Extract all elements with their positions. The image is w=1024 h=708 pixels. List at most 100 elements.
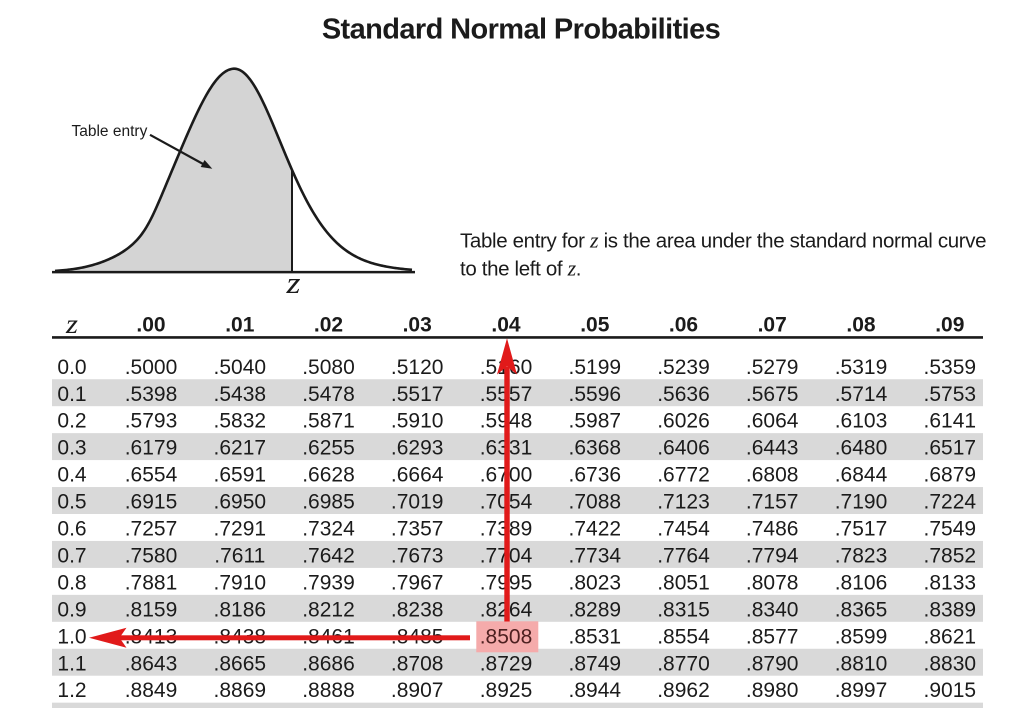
- svg-text:.5438: .5438: [214, 383, 267, 406]
- svg-text:.5080: .5080: [302, 356, 355, 379]
- svg-text:1.2: 1.2: [57, 679, 86, 702]
- svg-text:.8531: .8531: [569, 625, 622, 648]
- svg-text:.7881: .7881: [125, 571, 178, 594]
- svg-text:.6950: .6950: [214, 491, 267, 514]
- svg-text:.8869: .8869: [214, 679, 267, 702]
- svg-text:.7486: .7486: [746, 518, 799, 541]
- svg-text:0.1: 0.1: [57, 383, 86, 406]
- svg-text:.6443: .6443: [746, 437, 799, 460]
- svg-text:.7852: .7852: [924, 544, 977, 567]
- svg-text:.8106: .8106: [835, 571, 888, 594]
- svg-text:Table entry for z is the area: Table entry for z is the area under the …: [460, 227, 986, 252]
- svg-text:.5832: .5832: [214, 410, 267, 433]
- svg-text:.7088: .7088: [569, 491, 622, 514]
- svg-text:.5239: .5239: [657, 356, 710, 379]
- svg-text:.5871: .5871: [302, 410, 355, 433]
- svg-text:.7734: .7734: [569, 544, 622, 567]
- svg-text:.8599: .8599: [835, 625, 888, 648]
- svg-text:.7019: .7019: [391, 491, 444, 514]
- svg-text:0.5: 0.5: [57, 491, 86, 514]
- svg-text:.8023: .8023: [569, 571, 622, 594]
- svg-text:.8770: .8770: [657, 652, 710, 675]
- svg-text:.7157: .7157: [746, 491, 799, 514]
- svg-text:.7794: .7794: [746, 544, 799, 567]
- svg-text:.7580: .7580: [125, 544, 178, 567]
- svg-text:.7454: .7454: [657, 518, 710, 541]
- svg-text:.8554: .8554: [657, 625, 710, 648]
- svg-text:.5517: .5517: [391, 383, 444, 406]
- svg-text:.7967: .7967: [391, 571, 444, 594]
- svg-text:.5398: .5398: [125, 383, 178, 406]
- svg-text:.5279: .5279: [746, 356, 799, 379]
- svg-text:.6103: .6103: [835, 410, 888, 433]
- svg-text:.7190: .7190: [835, 491, 888, 514]
- svg-text:.8133: .8133: [924, 571, 977, 594]
- svg-text:.8389: .8389: [924, 598, 977, 621]
- svg-text:.5120: .5120: [391, 356, 444, 379]
- svg-text:0.3: 0.3: [57, 437, 86, 460]
- svg-text:.6026: .6026: [657, 410, 710, 433]
- svg-text:Standard Normal Probabilities: Standard Normal Probabilities: [322, 14, 720, 46]
- svg-text:.8078: .8078: [746, 571, 799, 594]
- svg-text:.6808: .6808: [746, 464, 799, 487]
- svg-text:.7357: .7357: [391, 518, 444, 541]
- svg-text:.6591: .6591: [214, 464, 267, 487]
- svg-text:.5714: .5714: [835, 383, 888, 406]
- svg-text:.8925: .8925: [480, 679, 533, 702]
- svg-text:.5319: .5319: [835, 356, 888, 379]
- svg-text:.05: .05: [580, 314, 610, 337]
- svg-text:.7823: .7823: [835, 544, 888, 567]
- svg-text:Table entry: Table entry: [72, 123, 148, 140]
- svg-text:.8907: .8907: [391, 679, 444, 702]
- svg-text:.7291: .7291: [214, 518, 267, 541]
- svg-text:0.9: 0.9: [57, 598, 86, 621]
- svg-text:.9015: .9015: [924, 679, 977, 702]
- svg-text:.07: .07: [758, 314, 787, 337]
- svg-text:.6844: .6844: [835, 464, 888, 487]
- svg-text:.00: .00: [136, 314, 165, 337]
- svg-text:.7324: .7324: [302, 518, 355, 541]
- svg-text:.7549: .7549: [924, 518, 977, 541]
- svg-text:.5675: .5675: [746, 383, 799, 406]
- svg-text:.6293: .6293: [391, 437, 444, 460]
- svg-text:.8980: .8980: [746, 679, 799, 702]
- svg-text:.8238: .8238: [391, 598, 444, 621]
- svg-text:.6664: .6664: [391, 464, 444, 487]
- svg-text:.8708: .8708: [391, 652, 444, 675]
- svg-text:.6217: .6217: [214, 437, 267, 460]
- svg-text:.6064: .6064: [746, 410, 799, 433]
- svg-text:.6368: .6368: [569, 437, 622, 460]
- svg-text:.8810: .8810: [835, 652, 888, 675]
- svg-text:.02: .02: [314, 314, 343, 337]
- svg-text:.7910: .7910: [214, 571, 267, 594]
- svg-text:.7517: .7517: [835, 518, 888, 541]
- svg-text:.5636: .5636: [657, 383, 710, 406]
- svg-text:.8888: .8888: [302, 679, 355, 702]
- svg-text:to the left of z.: to the left of z.: [460, 255, 581, 280]
- svg-text:.6141: .6141: [924, 410, 977, 433]
- svg-text:.8729: .8729: [480, 652, 533, 675]
- svg-text:0.2: 0.2: [57, 410, 86, 433]
- svg-text:.8315: .8315: [657, 598, 710, 621]
- svg-text:.7422: .7422: [569, 518, 622, 541]
- svg-text:.8790: .8790: [746, 652, 799, 675]
- svg-text:.5753: .5753: [924, 383, 977, 406]
- svg-text:.6179: .6179: [125, 437, 178, 460]
- svg-text:.08: .08: [846, 314, 876, 337]
- svg-text:.5793: .5793: [125, 410, 178, 433]
- svg-text:.6554: .6554: [125, 464, 178, 487]
- svg-text:.01: .01: [225, 314, 255, 337]
- svg-text:.09: .09: [935, 314, 964, 337]
- svg-text:0.4: 0.4: [57, 464, 87, 487]
- svg-text:.5040: .5040: [214, 356, 267, 379]
- svg-text:.8749: .8749: [569, 652, 622, 675]
- svg-text:.7224: .7224: [924, 491, 977, 514]
- svg-text:.6480: .6480: [835, 437, 888, 460]
- svg-text:.8365: .8365: [835, 598, 888, 621]
- svg-text:.8289: .8289: [569, 598, 622, 621]
- svg-text:.6772: .6772: [657, 464, 710, 487]
- svg-text:.8997: .8997: [835, 679, 888, 702]
- svg-text:.6628: .6628: [302, 464, 355, 487]
- svg-text:.06: .06: [669, 314, 698, 337]
- svg-text:.8686: .8686: [302, 652, 355, 675]
